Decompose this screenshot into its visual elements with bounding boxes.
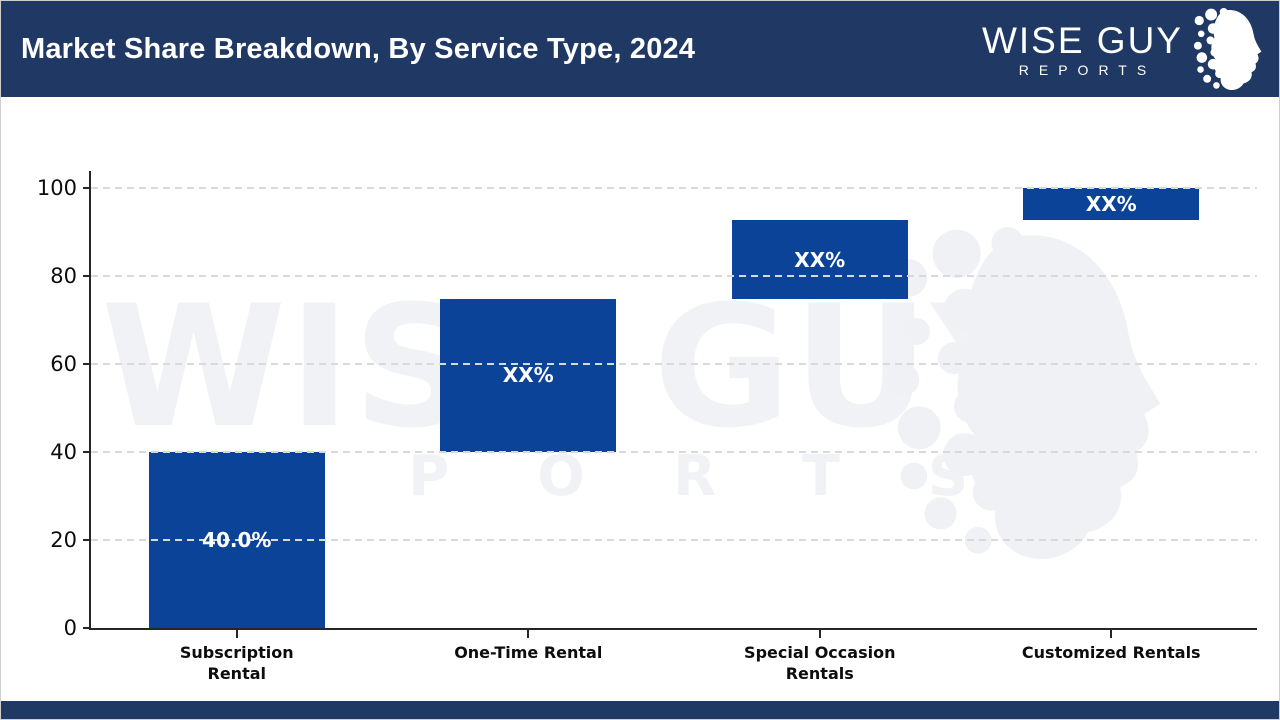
bar-segment bbox=[440, 298, 617, 452]
gridline bbox=[91, 187, 1257, 189]
footer-bar bbox=[1, 701, 1279, 719]
y-tick-mark bbox=[83, 363, 91, 365]
x-axis-label: Customized Rentals bbox=[1021, 643, 1201, 662]
logo-face-icon bbox=[1193, 7, 1262, 91]
y-tick-label: 100 bbox=[36, 176, 77, 200]
y-tick-mark bbox=[83, 627, 91, 629]
x-axis-label: One-Time Rental bbox=[454, 643, 603, 662]
bar-segment bbox=[1023, 188, 1200, 221]
gridline bbox=[91, 275, 1257, 277]
bar-value-label: XX% bbox=[794, 247, 846, 272]
waterfall-chart: WISE GUY REPORTS 0 20 40 60 80 100 40.0% Subscr… bbox=[1, 97, 1279, 701]
y-tick-mark bbox=[83, 275, 91, 277]
y-tick-label: 60 bbox=[50, 352, 77, 376]
bar-value-label: XX% bbox=[502, 363, 554, 388]
brand-logo: WISE GUY REPORTS bbox=[982, 6, 1279, 92]
x-axis-label: Special Occasion Rentals bbox=[744, 643, 896, 683]
watermark-face-icon bbox=[887, 227, 1161, 559]
y-tick-label: 40 bbox=[50, 440, 77, 464]
page-title: Market Share Breakdown, By Service Type,… bbox=[21, 32, 696, 65]
logo-text: WISE GUY REPORTS bbox=[982, 22, 1183, 77]
y-tick-label: 20 bbox=[50, 528, 77, 552]
x-tick-mark bbox=[235, 630, 238, 638]
bar-value-label: XX% bbox=[1085, 192, 1137, 217]
y-tick-mark bbox=[83, 539, 91, 541]
bar-segment bbox=[731, 220, 908, 299]
x-tick-mark bbox=[1110, 630, 1113, 638]
gridline bbox=[91, 451, 1257, 453]
y-tick-label: 0 bbox=[63, 616, 77, 640]
logo-wordmark: WISE GUY bbox=[981, 19, 1183, 61]
gridline bbox=[91, 539, 1257, 541]
header-bar: Market Share Breakdown, By Service Type,… bbox=[1, 1, 1279, 97]
bar-value-label: 40.0% bbox=[202, 528, 272, 552]
y-tick-mark bbox=[83, 187, 91, 189]
x-tick-mark bbox=[527, 630, 530, 638]
y-tick-label: 80 bbox=[50, 264, 77, 288]
logo-subtext: REPORTS bbox=[1018, 61, 1157, 78]
y-tick-mark bbox=[83, 451, 91, 453]
x-axis-line bbox=[89, 628, 1257, 630]
x-axis-label: Subscription Rental bbox=[179, 643, 294, 683]
y-axis-line bbox=[89, 171, 91, 630]
x-tick-mark bbox=[818, 630, 821, 638]
gridline bbox=[91, 363, 1257, 365]
